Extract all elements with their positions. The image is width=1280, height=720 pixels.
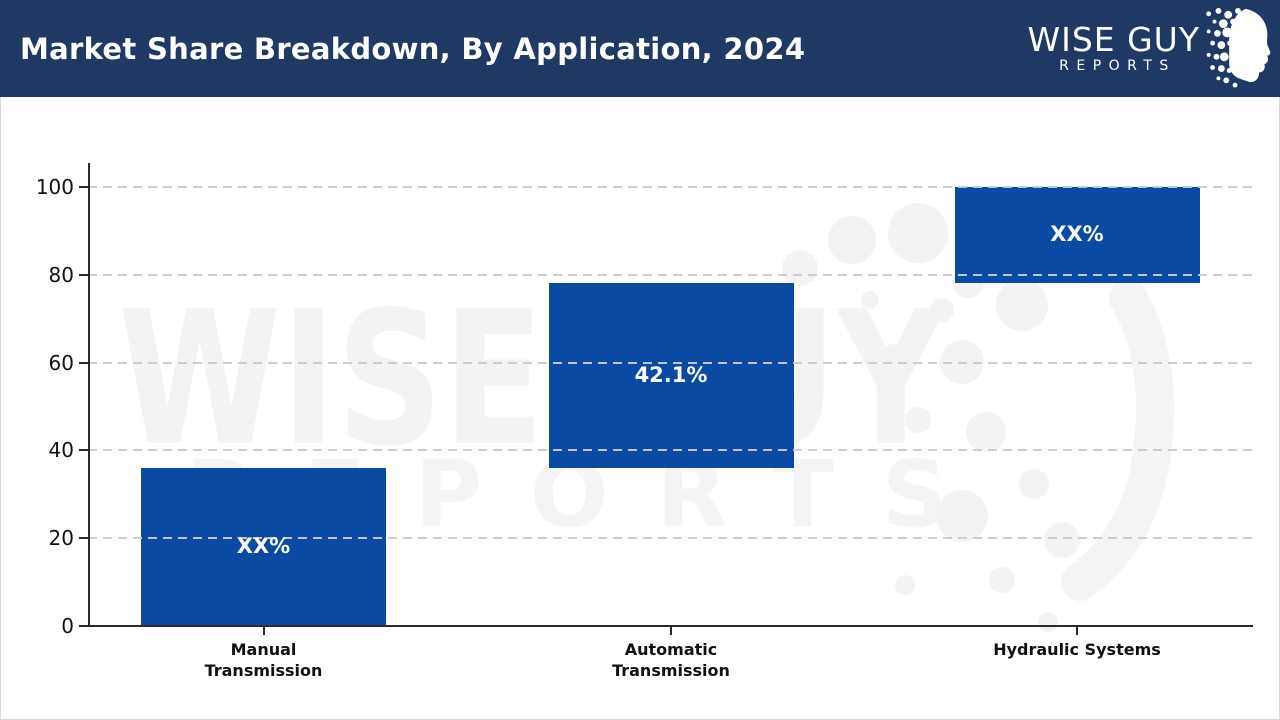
x-category-label-line: Manual xyxy=(230,640,297,659)
gridline-80 xyxy=(88,273,1253,276)
x-tick xyxy=(262,627,265,635)
logo-wordmark: WISE GUY xyxy=(1027,19,1200,59)
x-category-label: Manual Transmission xyxy=(104,639,424,681)
x-category-label-line: Transmission xyxy=(612,661,730,680)
y-tick-0 xyxy=(79,625,88,627)
logo-subtitle: REPORTS xyxy=(1059,58,1176,75)
x-category-label-line: Hydraulic Systems xyxy=(993,640,1161,659)
logo-text: WISE GUY REPORTS xyxy=(1027,19,1200,75)
y-tick-label-40: 40 xyxy=(48,438,74,463)
x-category-label-line: Automatic xyxy=(624,640,718,659)
bar-segment xyxy=(141,467,386,626)
x-tick xyxy=(670,627,672,635)
bar-segment xyxy=(548,283,794,468)
watermark-wordmark: WISE GUY xyxy=(118,271,945,487)
bar-value-label: XX% xyxy=(236,533,291,558)
y-tick-100 xyxy=(79,186,88,188)
y-tick-label-60: 60 xyxy=(48,350,74,375)
y-tick-60 xyxy=(79,361,88,364)
x-category-label: Hydraulic Systems xyxy=(917,639,1237,660)
y-tick-20 xyxy=(79,537,88,540)
gridline-100 xyxy=(88,186,1253,188)
y-tick-label-0: 0 xyxy=(61,614,74,638)
bar-segment xyxy=(954,187,1200,284)
wise-guy-reports-logo: WISE GUY REPORTS xyxy=(1027,6,1280,92)
y-tick-40 xyxy=(79,449,88,452)
x-category-label: Automatic Transmission xyxy=(511,639,831,681)
bar-value-label: 42.1% xyxy=(634,362,708,387)
gridline-20 xyxy=(88,537,1253,540)
gridline-60 xyxy=(88,361,1253,364)
chart-title: Market Share Breakdown, By Application, … xyxy=(20,31,806,66)
plot-area: WISE GUY REPORTS 0 20 40 60 80 100 XX% Manual Tr… xyxy=(0,97,1280,720)
y-axis-spine xyxy=(88,163,90,627)
y-tick-label-100: 100 xyxy=(35,175,74,199)
x-axis-spine xyxy=(79,625,1253,627)
header-band: Market Share Breakdown, By Application, … xyxy=(0,0,1280,97)
x-category-label-line: Transmission xyxy=(204,661,323,680)
x-tick xyxy=(1076,627,1078,635)
gridline-40 xyxy=(88,449,1253,452)
y-tick-label-20: 20 xyxy=(48,526,74,551)
y-tick-80 xyxy=(79,273,88,276)
dotted-head-profile-icon xyxy=(1206,7,1271,88)
bar-value-label: XX% xyxy=(1050,222,1104,247)
y-tick-label-80: 80 xyxy=(48,262,74,287)
